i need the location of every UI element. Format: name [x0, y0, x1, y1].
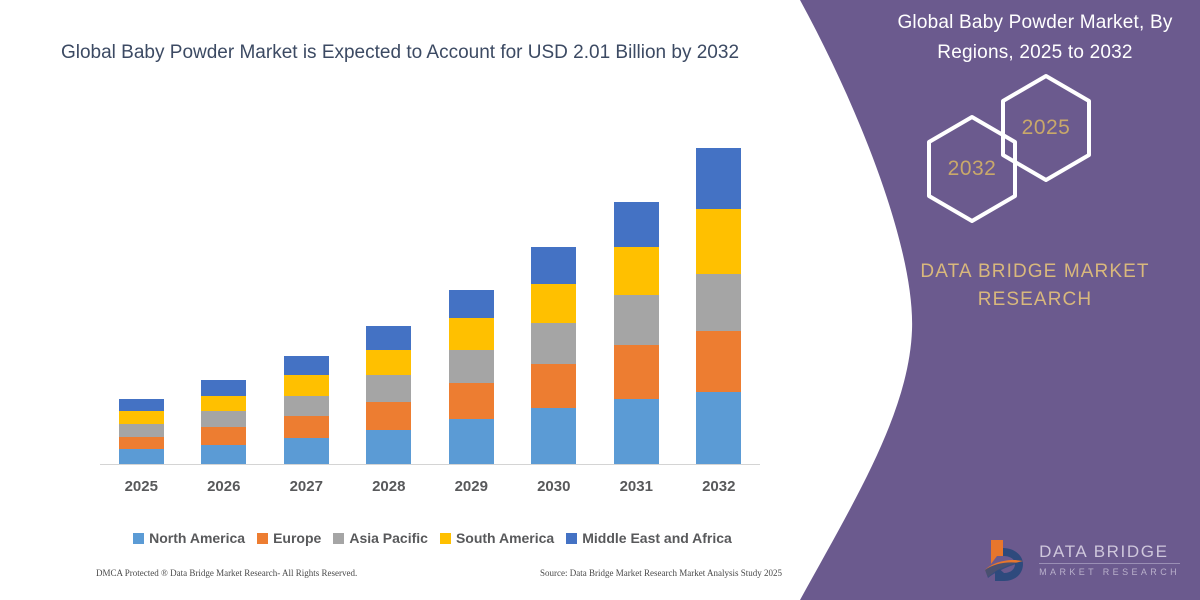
bar-segment-europe [696, 330, 742, 393]
bar-segment-asia-pacific [118, 424, 164, 437]
logo-line-1: DATA BRIDGE [1039, 542, 1180, 564]
bar-segment-middle-east-and-africa [531, 247, 577, 284]
bar-segment-south-america [118, 411, 164, 425]
bar-segment-south-america [613, 247, 659, 295]
legend-swatch-icon [257, 532, 269, 544]
bar-segment-europe [201, 427, 247, 445]
bar-segment-north-america [118, 449, 164, 465]
bar-segment-asia-pacific [448, 349, 494, 383]
bar-segment-middle-east-and-africa [448, 289, 494, 319]
legend-label: South America [455, 530, 555, 546]
logo-line-2: MARKET RESEARCH [1039, 566, 1180, 577]
bar-segment-asia-pacific [366, 375, 412, 402]
bar-segment-middle-east-and-africa [696, 147, 742, 210]
bar-segment-europe [531, 364, 577, 409]
bar-segment-north-america [366, 430, 412, 465]
bar-segment-north-america [283, 438, 329, 465]
bar-segment-north-america [613, 398, 659, 465]
legend-label: Asia Pacific [349, 530, 428, 546]
bar-segment-south-america [201, 395, 247, 412]
bar-segment-middle-east-and-africa [366, 326, 412, 350]
bar-2025 [118, 398, 164, 465]
x-label-2029: 2029 [454, 478, 488, 495]
legend-swatch-icon [133, 532, 145, 544]
hexagon-2025-label: 2025 [1021, 116, 1071, 139]
legend-label: Middle East and Africa [582, 530, 732, 546]
hexagon-group: 2032 2025 [870, 74, 1200, 225]
footer-source: Source: Data Bridge Market Research Mark… [540, 568, 782, 578]
bar-2031 [613, 201, 659, 465]
x-label-2031: 2031 [619, 478, 653, 495]
company-logo: DATA BRIDGE MARKET RESEARCH [979, 534, 1180, 586]
bar-2029 [448, 289, 494, 465]
stacked-bar-plot [100, 140, 760, 465]
bar-segment-europe [366, 401, 412, 431]
bar-segment-south-america [366, 349, 412, 376]
panel-content: Global Baby Powder Market, By Regions, 2… [870, 0, 1200, 600]
bar-segment-south-america [696, 209, 742, 275]
bar-segment-north-america [531, 408, 577, 465]
x-axis-labels: 2025 2026 2027 2028 2029 2030 2031 2032 [100, 478, 760, 500]
bar-segment-north-america [201, 444, 247, 465]
bar-segment-north-america [696, 392, 742, 465]
hexagon-2025: 2025 [996, 72, 1096, 184]
footer-copyright: DMCA Protected ® Data Bridge Market Rese… [96, 568, 358, 578]
x-label-2025: 2025 [124, 478, 158, 495]
x-label-2030: 2030 [537, 478, 571, 495]
x-label-2026: 2026 [207, 478, 241, 495]
bar-segment-europe [448, 382, 494, 420]
panel-title: Global Baby Powder Market, By Regions, 2… [897, 12, 1173, 63]
chart-title: Global Baby Powder Market is Expected to… [60, 42, 740, 63]
bar-segment-europe [613, 345, 659, 399]
legend-item-europe[interactable]: Europe [257, 530, 321, 546]
bar-segment-south-america [531, 283, 577, 324]
bar-2032 [696, 147, 742, 465]
bar-segment-europe [118, 436, 164, 450]
bar-segment-middle-east-and-africa [283, 356, 329, 376]
legend-item-asia-pacific[interactable]: Asia Pacific [333, 530, 428, 546]
legend-item-south-america[interactable]: South America [439, 530, 555, 546]
x-label-2027: 2027 [289, 478, 323, 495]
legend-label: Europe [273, 530, 322, 546]
bar-segment-asia-pacific [696, 274, 742, 331]
bar-segment-middle-east-and-africa [118, 398, 164, 412]
chart-legend: North America Europe Asia Pacific South Ame… [100, 530, 765, 546]
legend-swatch-icon [439, 532, 451, 544]
bar-2027 [283, 356, 329, 465]
legend-item-middle-east-and-africa[interactable]: Middle East and Africa [566, 530, 732, 546]
brand-name: DATA BRIDGE MARKET RESEARCH [920, 261, 1150, 310]
bar-segment-middle-east-and-africa [613, 201, 659, 248]
legend-label: North America [149, 530, 246, 546]
legend-swatch-icon [566, 532, 578, 544]
logo-wordmark: DATA BRIDGE MARKET RESEARCH [1039, 542, 1180, 578]
bar-segment-asia-pacific [613, 294, 659, 346]
legend-item-north-america[interactable]: North America [133, 530, 245, 546]
bar-2028 [366, 326, 412, 465]
bar-segment-middle-east-and-africa [201, 379, 247, 396]
x-axis-line [100, 464, 760, 465]
chart-area: Global Baby Powder Market is Expected to… [60, 42, 786, 578]
bar-segment-south-america [283, 375, 329, 396]
x-label-2028: 2028 [372, 478, 406, 495]
bar-2030 [531, 247, 577, 465]
bar-segment-europe [283, 416, 329, 439]
bar-segment-north-america [448, 419, 494, 465]
bar-segment-asia-pacific [531, 323, 577, 365]
data-bridge-logo-icon [979, 534, 1031, 586]
legend-swatch-icon [333, 532, 345, 544]
footer: DMCA Protected ® Data Bridge Market Rese… [96, 568, 786, 578]
bar-segment-asia-pacific [283, 395, 329, 417]
bar-segment-south-america [448, 318, 494, 350]
bar-2026 [201, 379, 247, 465]
bar-segment-asia-pacific [201, 411, 247, 428]
x-label-2032: 2032 [702, 478, 736, 495]
